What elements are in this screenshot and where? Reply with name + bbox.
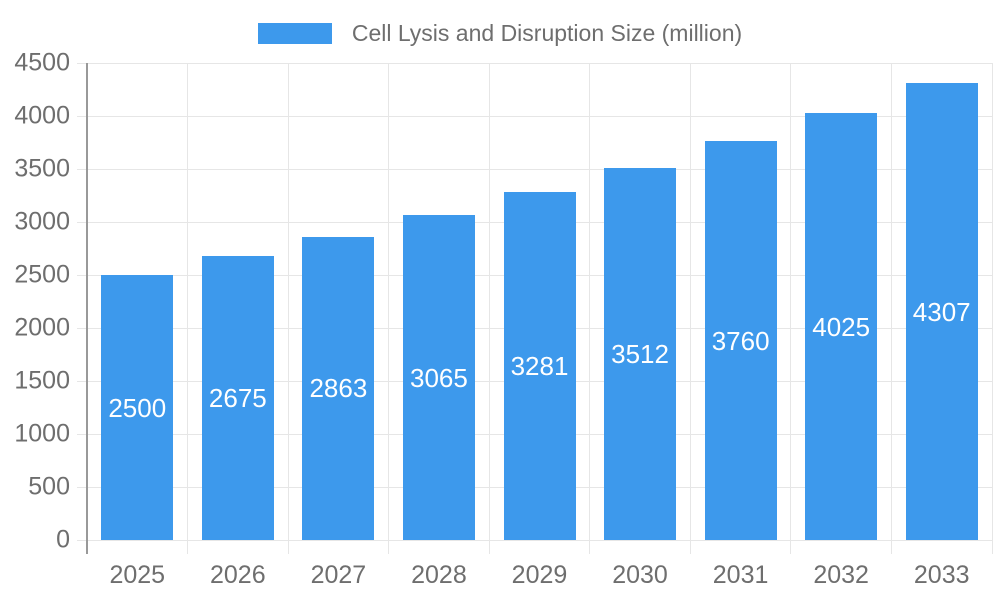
x-gridline xyxy=(689,63,691,554)
x-axis-tick-label: 2027 xyxy=(310,561,367,589)
bar[interactable]: 3760 xyxy=(704,141,777,540)
y-axis-tick-label: 3500 xyxy=(14,154,70,183)
x-axis-tick-label: 2026 xyxy=(210,561,266,589)
x-gridline xyxy=(589,63,591,554)
bar-value-label: 3281 xyxy=(510,351,569,382)
y-axis-tick-label: 2500 xyxy=(14,260,70,289)
x-axis-tick-label: 2028 xyxy=(411,561,467,589)
x-gridline xyxy=(287,63,289,554)
x-gridline xyxy=(790,63,792,554)
y-gridline xyxy=(77,115,992,117)
bar[interactable]: 4307 xyxy=(905,83,978,540)
x-axis-tick-label: 2033 xyxy=(913,561,970,589)
bar-value-label: 2500 xyxy=(108,392,167,423)
bar-value-label: 3760 xyxy=(711,325,770,356)
bar-value-label: 3512 xyxy=(611,338,669,369)
y-gridline xyxy=(77,539,992,541)
y-axis-tick-label: 2000 xyxy=(14,313,70,342)
x-gridline xyxy=(991,63,993,554)
x-gridline xyxy=(187,63,189,554)
x-axis-tick-label: 2032 xyxy=(813,561,869,589)
bar[interactable]: 2863 xyxy=(302,236,375,540)
y-axis-tick-label: 4000 xyxy=(14,101,70,130)
bar-value-label: 4307 xyxy=(912,296,971,327)
bar[interactable]: 4025 xyxy=(805,113,878,540)
x-gridline xyxy=(890,63,892,554)
x-axis-tick-label: 2031 xyxy=(712,561,769,589)
y-gridline xyxy=(77,62,992,64)
x-axis-tick-label: 2030 xyxy=(612,561,668,589)
x-gridline xyxy=(388,63,390,554)
bar[interactable]: 2500 xyxy=(101,275,174,540)
bar-value-label: 2675 xyxy=(208,383,267,414)
y-axis-tick-label: 4500 xyxy=(14,48,70,77)
legend-swatch-icon xyxy=(257,22,332,44)
bar-value-label: 2863 xyxy=(309,373,368,404)
bar[interactable]: 3281 xyxy=(503,192,576,540)
bar-value-label: 3065 xyxy=(410,362,468,393)
bar[interactable]: 3065 xyxy=(402,215,475,540)
y-axis-tick-label: 1500 xyxy=(14,366,70,395)
y-gridline xyxy=(77,168,992,170)
y-axis-line xyxy=(86,63,88,554)
x-gridline xyxy=(488,63,490,554)
bar[interactable]: 2675 xyxy=(201,256,274,540)
y-axis-tick-label: 1000 xyxy=(14,419,70,448)
x-axis-tick-label: 2029 xyxy=(511,561,568,589)
legend-label: Cell Lysis and Disruption Size (million) xyxy=(351,19,743,46)
chart-legend[interactable]: Cell Lysis and Disruption Size (million) xyxy=(0,16,1000,50)
y-axis-tick-label: 0 xyxy=(56,525,70,554)
y-axis-tick-label: 3000 xyxy=(14,207,70,236)
y-axis-tick-label: 500 xyxy=(28,472,70,501)
bar-value-label: 4025 xyxy=(812,311,871,342)
x-axis-tick-label: 2025 xyxy=(109,561,166,589)
bar[interactable]: 3512 xyxy=(604,167,677,540)
